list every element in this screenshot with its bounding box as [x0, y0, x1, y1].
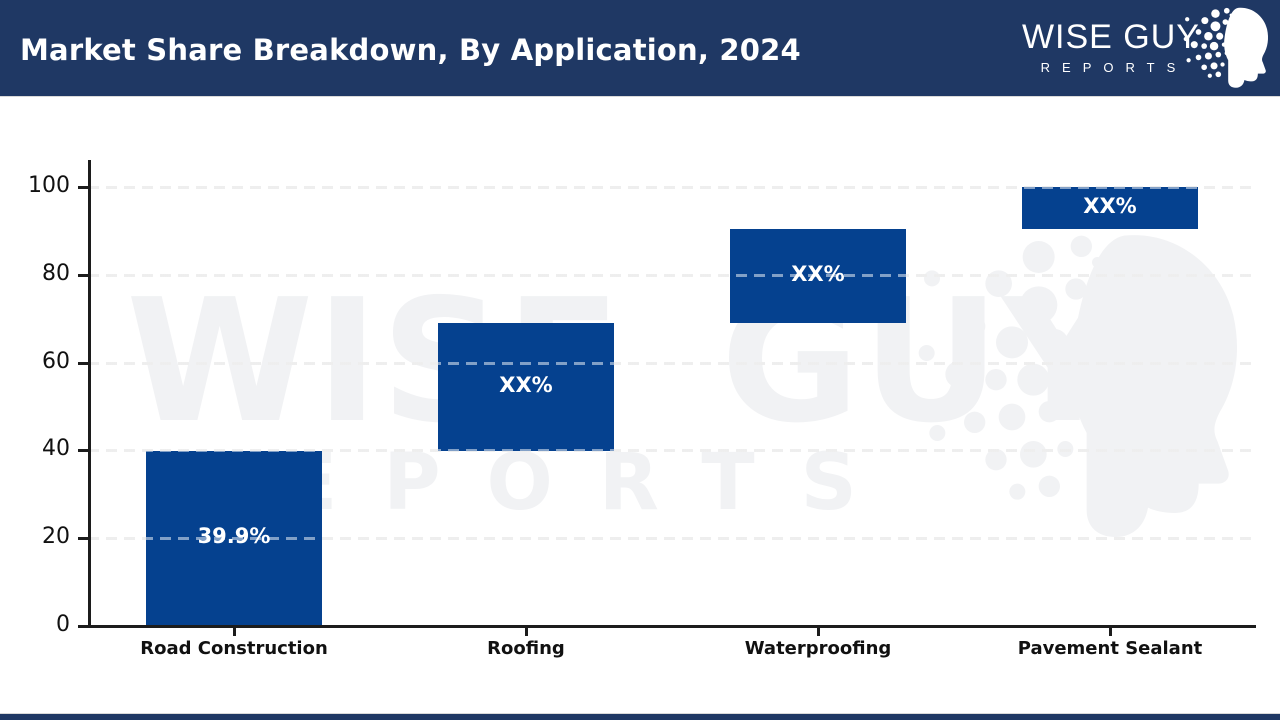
x-tick [232, 627, 236, 636]
x-axis-spine [88, 625, 1256, 628]
bar-value-label: XX% [499, 372, 553, 397]
bar-value-label: XX% [1083, 194, 1137, 219]
x-category-label: Road Construction [140, 638, 328, 659]
gridline-overlay [88, 449, 1256, 453]
logo-head-dots-icon [1183, 7, 1269, 88]
x-category-label: Pavement Sealant [1017, 638, 1203, 659]
bar [1022, 187, 1198, 230]
x-category-label: Roofing [487, 638, 565, 659]
chart-area: WISE GUY REPORTS 0 20 40 60 80 100 39.9% Road C… [0, 97, 1280, 713]
y-axis-spine [88, 160, 91, 627]
y-tick-label: 100 [28, 173, 70, 198]
bar-value-label: XX% [791, 261, 845, 286]
chart-title: Market Share Breakdown, By Application, … [20, 33, 801, 67]
y-tick-label: 40 [42, 436, 70, 462]
watermark-head-dots-icon [918, 235, 1238, 537]
y-tick [78, 449, 88, 453]
bar [438, 322, 614, 451]
x-category-label: Waterproofing [744, 638, 892, 659]
gridline-overlay [88, 186, 1256, 189]
gridline-overlay [88, 537, 1256, 541]
x-tick [816, 627, 820, 636]
y-tick-label: 0 [56, 612, 70, 637]
gridline-overlay [88, 273, 1256, 277]
y-tick [78, 625, 88, 628]
y-tick [78, 186, 88, 189]
y-tick [78, 273, 88, 277]
y-tick-label: 20 [42, 524, 70, 550]
bar-value-label: 39.9% [197, 524, 271, 549]
x-tick [524, 627, 528, 636]
header-bar: Market Share Breakdown, By Application, … [0, 0, 1280, 97]
x-tick [1108, 627, 1112, 636]
brand-logo: WISE GUY REPORTS [1016, 0, 1269, 96]
logo-text-block: WISE GUY REPORTS [1022, 18, 1200, 75]
y-tick-label: 60 [42, 348, 70, 374]
logo-brand-text: WISE GUY [1021, 18, 1200, 56]
y-tick-label: 80 [42, 260, 70, 286]
gridline-overlay [88, 361, 1256, 365]
logo-sub-text: REPORTS [1040, 60, 1188, 75]
bottom-strip [0, 713, 1280, 720]
y-tick [78, 361, 88, 365]
y-tick [78, 537, 88, 541]
